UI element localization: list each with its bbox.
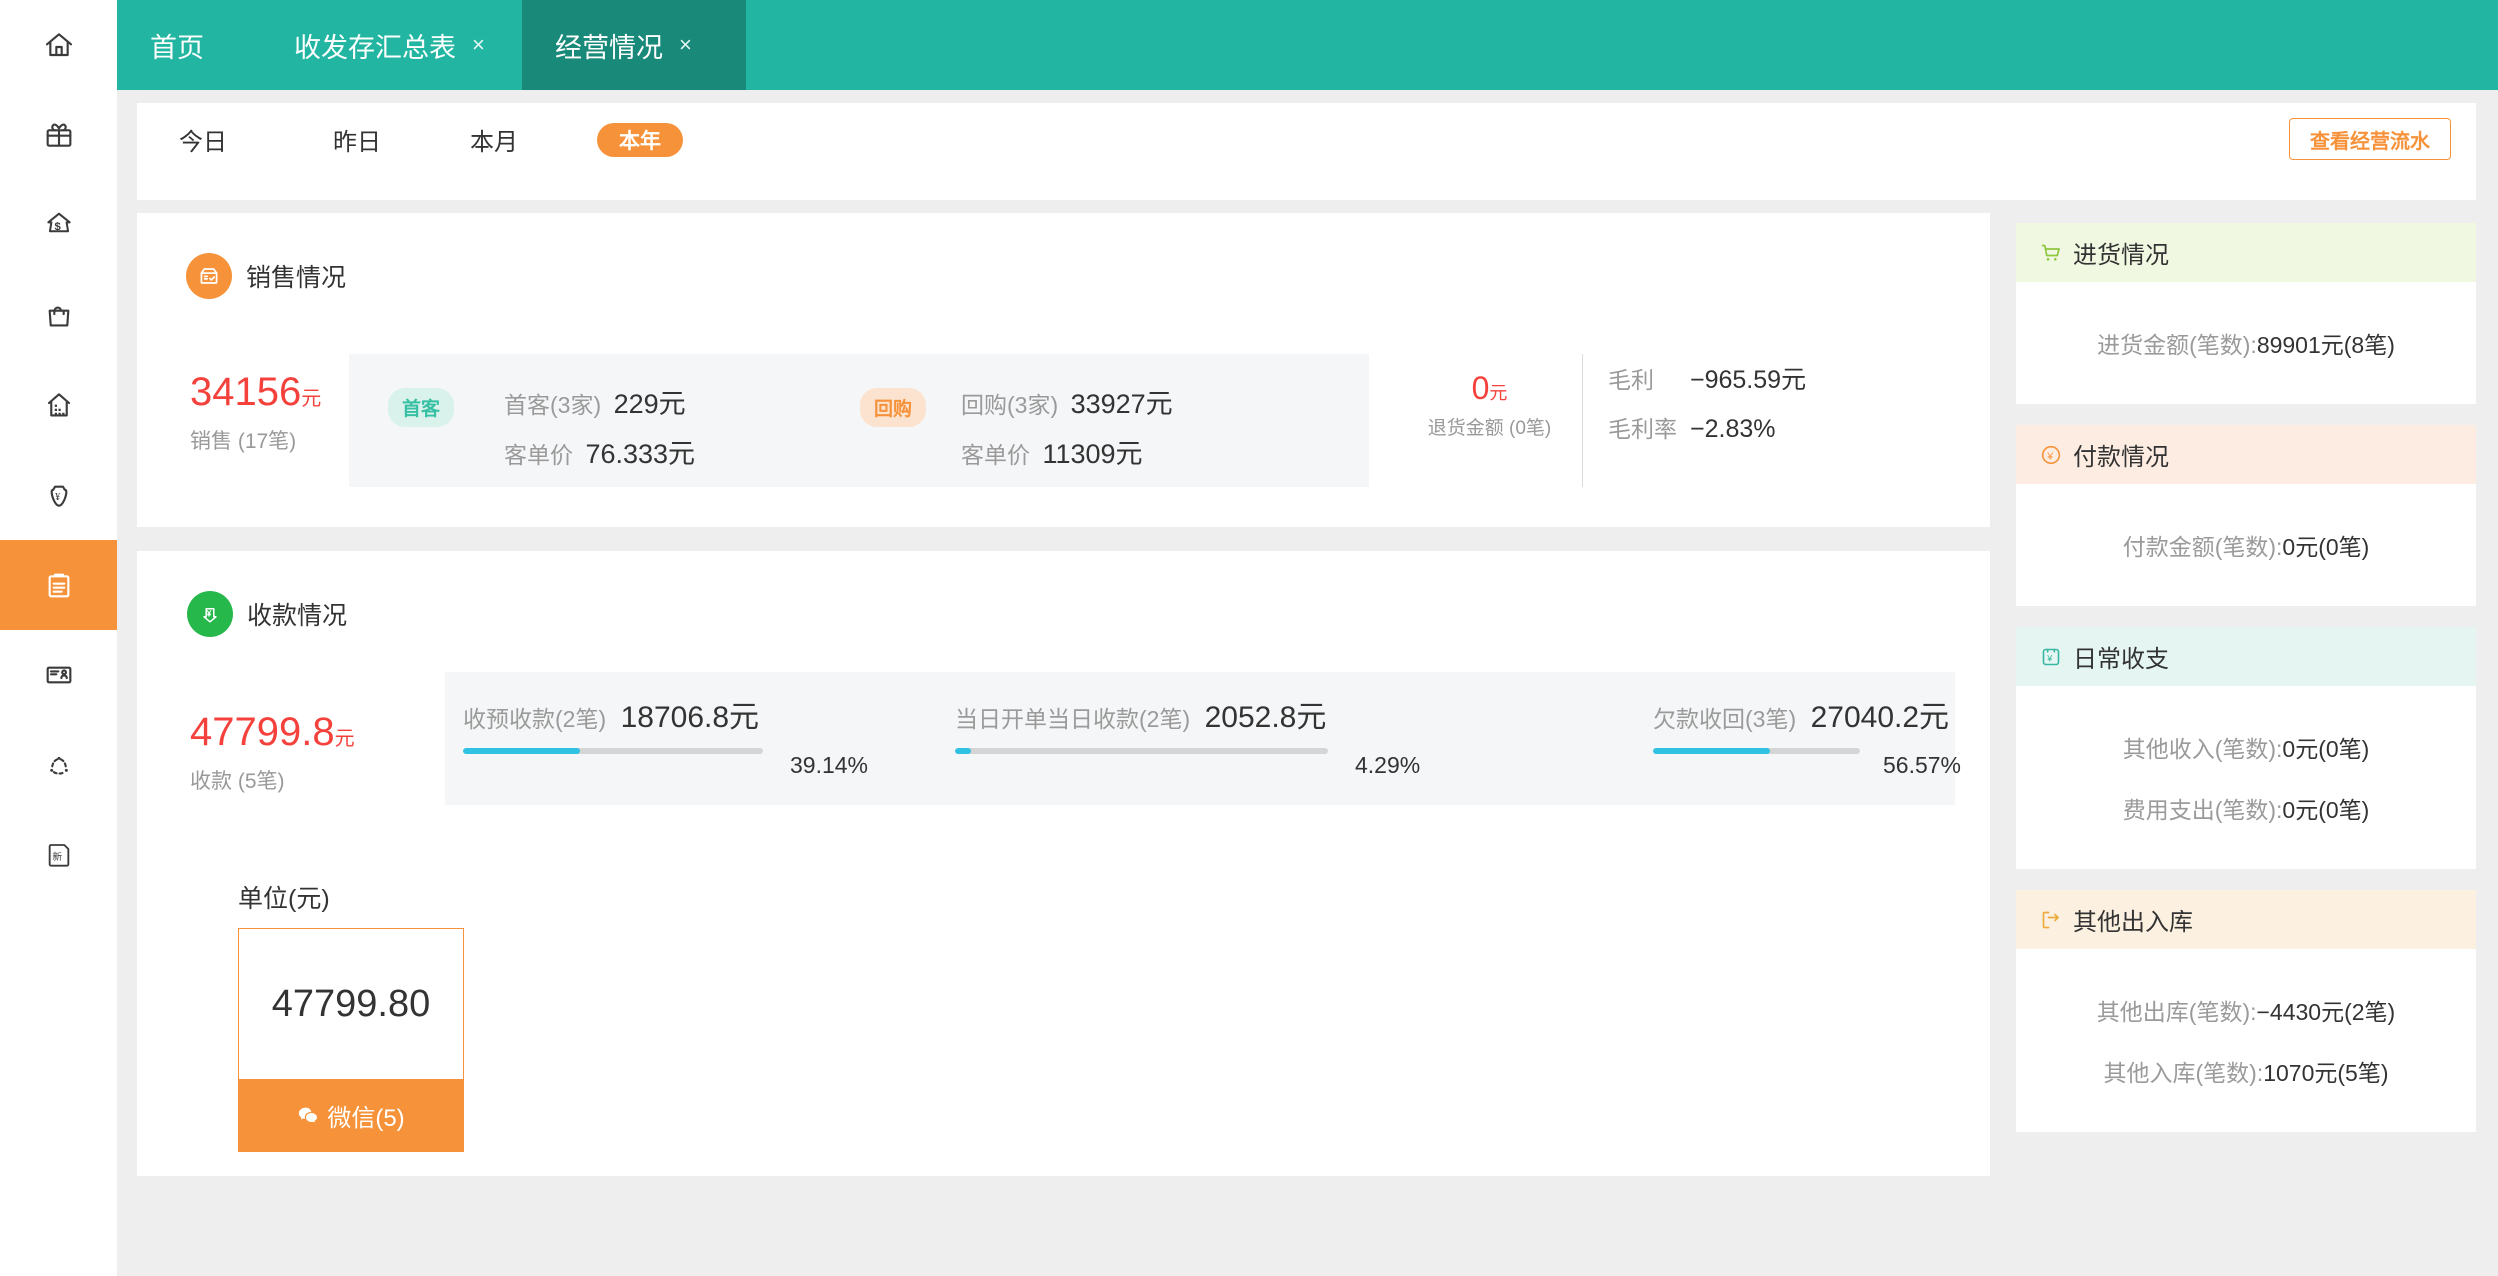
svg-text:新: 新 — [52, 850, 62, 863]
svg-text:$: $ — [54, 221, 61, 233]
svg-text:¥: ¥ — [55, 492, 60, 503]
svg-text:¥: ¥ — [2046, 450, 2053, 462]
svg-text:¥: ¥ — [2046, 653, 2053, 663]
